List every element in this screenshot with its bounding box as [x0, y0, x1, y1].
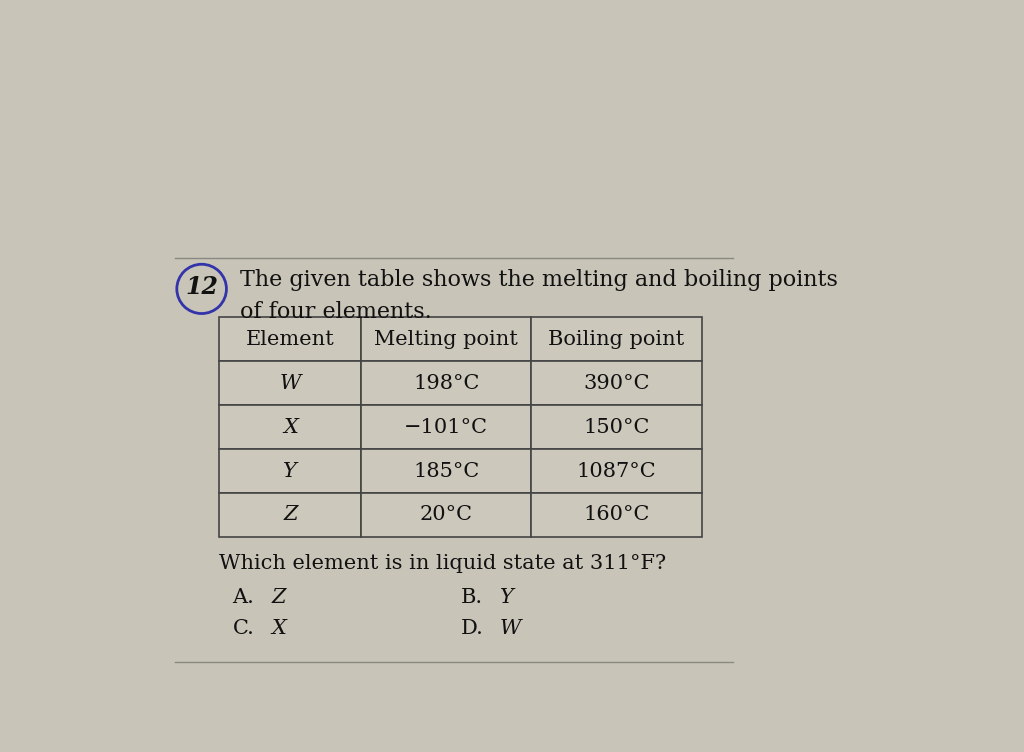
Text: Y: Y: [500, 588, 514, 608]
Bar: [219, 361, 361, 405]
Text: Y: Y: [284, 462, 297, 481]
Text: D.: D.: [461, 619, 484, 638]
Bar: [361, 361, 531, 405]
Text: 198°C: 198°C: [413, 374, 479, 393]
Text: 150°C: 150°C: [584, 417, 649, 437]
Bar: [531, 405, 701, 449]
Text: X: X: [271, 619, 287, 638]
Bar: [361, 405, 531, 449]
Text: 160°C: 160°C: [584, 505, 649, 524]
Text: Z: Z: [271, 588, 286, 608]
Text: A.: A.: [232, 588, 255, 608]
Text: Boiling point: Boiling point: [548, 330, 685, 349]
Text: The given table shows the melting and boiling points
of four elements.: The given table shows the melting and bo…: [241, 269, 839, 323]
Text: 1087°C: 1087°C: [577, 462, 656, 481]
Text: C.: C.: [232, 619, 255, 638]
Text: Z: Z: [283, 505, 298, 524]
Bar: [531, 361, 701, 405]
Bar: [219, 493, 361, 537]
Bar: [361, 317, 531, 361]
Bar: [531, 449, 701, 493]
Text: 12: 12: [185, 274, 218, 299]
Bar: [531, 317, 701, 361]
Text: X: X: [283, 417, 298, 437]
Text: 390°C: 390°C: [584, 374, 649, 393]
Text: −101°C: −101°C: [404, 417, 488, 437]
Text: W: W: [500, 619, 521, 638]
Bar: [361, 449, 531, 493]
Bar: [361, 493, 531, 537]
Bar: [219, 317, 361, 361]
Bar: [531, 493, 701, 537]
Text: Element: Element: [246, 330, 335, 349]
Text: Melting point: Melting point: [375, 330, 518, 349]
Text: B.: B.: [461, 588, 483, 608]
Text: 20°C: 20°C: [420, 505, 473, 524]
Text: W: W: [280, 374, 301, 393]
Bar: [219, 449, 361, 493]
Text: Which element is in liquid state at 311°F?: Which element is in liquid state at 311°…: [219, 553, 667, 573]
Bar: [219, 405, 361, 449]
Text: 185°C: 185°C: [413, 462, 479, 481]
